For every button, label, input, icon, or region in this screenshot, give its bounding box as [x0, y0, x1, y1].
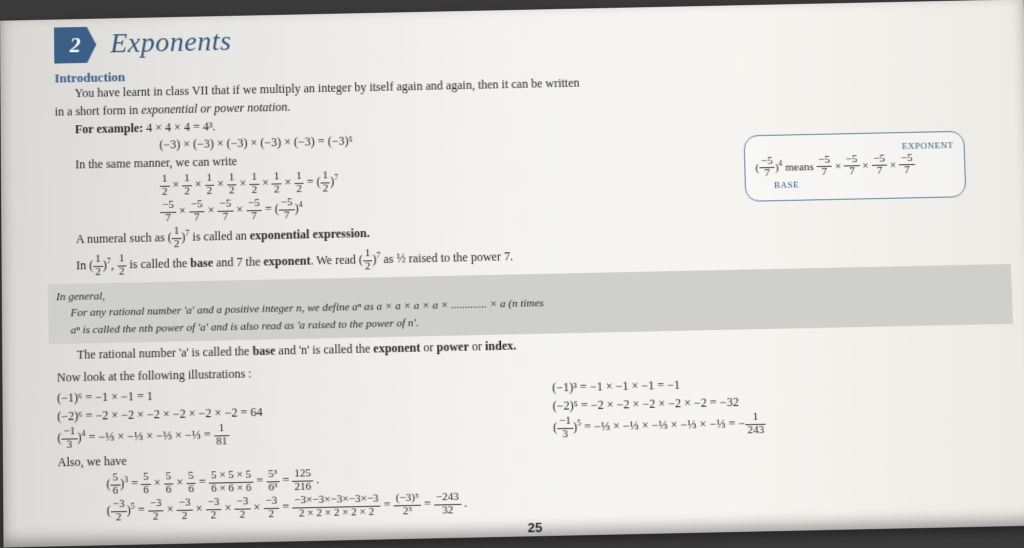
- page-content: 2 Exponents Introduction You have learnt…: [54, 8, 1012, 540]
- illustration-col-right: (−1)³ = −1 × −1 × −1 = −1 (−2)⁵ = −2 × −…: [552, 368, 1009, 443]
- chapter-badge: 2: [54, 27, 96, 64]
- page: 2 Exponents Introduction You have learnt…: [0, 0, 1024, 548]
- chapter-title: Exponents: [110, 28, 232, 59]
- exponent-callout: EXPONENT (−57)4 means −57 × −57 × −57 × …: [743, 131, 966, 202]
- illustration-col-left: (−1)⁶ = −1 × −1 = 1 (−2)⁶ = −2 × −2 × −2…: [57, 379, 513, 454]
